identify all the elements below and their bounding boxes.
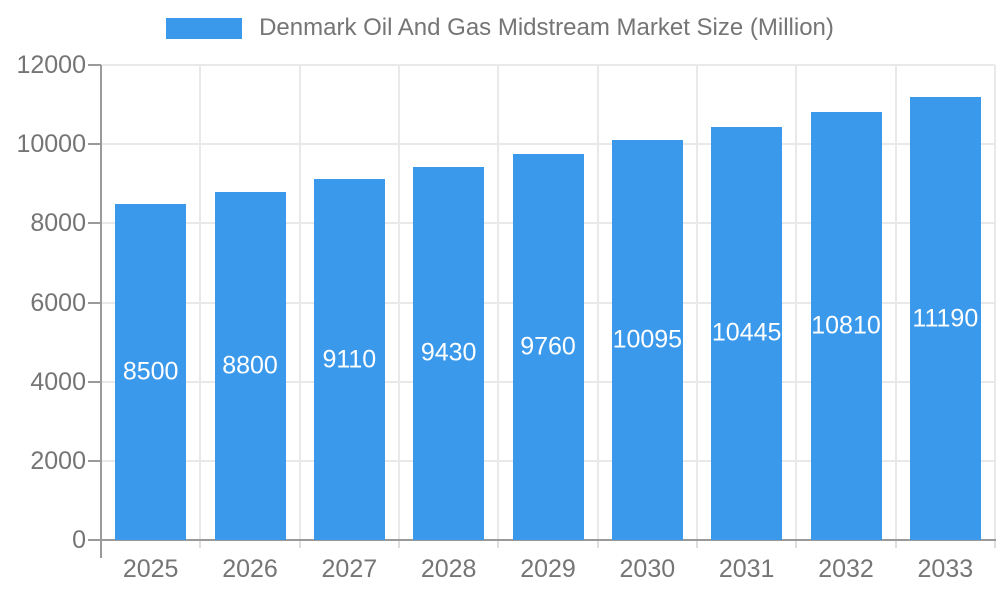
x-gridline xyxy=(795,65,798,540)
y-axis-tick xyxy=(88,222,101,225)
x-axis-label-2028: 2028 xyxy=(420,555,477,583)
bar-2033[interactable]: 11190 xyxy=(909,97,981,540)
x-axis-tick xyxy=(398,540,400,548)
bar-2025[interactable]: 8500 xyxy=(115,203,187,540)
x-axis-tick xyxy=(994,540,996,548)
bar-2029[interactable]: 9760 xyxy=(512,153,584,540)
bar-value-label: 8800 xyxy=(222,351,278,380)
x-axis-tick xyxy=(298,540,301,548)
y-axis-label-6000: 6000 xyxy=(30,288,86,317)
y-axis-label-12000: 12000 xyxy=(16,51,86,79)
x-gridline xyxy=(994,65,996,540)
bar-value-label: 9430 xyxy=(420,338,477,367)
bar-value-label: 11190 xyxy=(912,304,979,333)
y-gridline xyxy=(101,64,995,66)
x-gridline xyxy=(696,65,698,540)
x-axis-label-2031: 2031 xyxy=(718,555,775,583)
bar-value-label: 10810 xyxy=(811,311,881,340)
bar-value-label: 10445 xyxy=(711,318,782,347)
x-gridline xyxy=(298,65,301,540)
chart-legend[interactable]: Denmark Oil And Gas Midstream Market Siz… xyxy=(0,14,1000,42)
y-axis-tick xyxy=(88,143,101,146)
x-axis-tick xyxy=(894,540,897,548)
x-axis-label-2032: 2032 xyxy=(818,555,874,583)
y-gridline xyxy=(101,143,995,146)
x-axis-label-2027: 2027 xyxy=(321,555,378,583)
y-axis-label-8000: 8000 xyxy=(30,209,86,238)
x-axis-tick xyxy=(199,540,202,548)
x-gridline xyxy=(398,65,400,540)
x-gridline xyxy=(596,65,599,540)
x-axis-label-2029: 2029 xyxy=(520,555,576,583)
bar-value-label: 10095 xyxy=(612,325,683,354)
y-axis-line xyxy=(100,65,102,558)
bar-value-label: 9760 xyxy=(520,332,576,361)
y-axis-tick xyxy=(88,380,101,383)
x-axis-tick xyxy=(596,540,599,548)
y-axis-tick xyxy=(88,64,101,66)
x-axis-tick xyxy=(795,540,798,548)
bar-value-label: 9110 xyxy=(322,345,377,374)
y-axis-tick xyxy=(88,459,101,462)
x-gridline xyxy=(497,65,500,540)
x-axis-line xyxy=(101,539,996,541)
x-axis-label-2030: 2030 xyxy=(619,555,676,583)
legend-swatch xyxy=(166,17,243,39)
bar-value-label: 8500 xyxy=(122,357,179,386)
x-axis-label-2025: 2025 xyxy=(122,555,179,583)
x-gridline xyxy=(199,65,202,540)
x-axis-label-2026: 2026 xyxy=(222,555,278,583)
y-axis-label-10000: 10000 xyxy=(16,130,86,159)
bar-2028[interactable]: 9430 xyxy=(413,166,485,540)
x-axis-label-2033: 2033 xyxy=(917,555,974,583)
y-axis-label-2000: 2000 xyxy=(30,446,86,475)
legend-label: Denmark Oil And Gas Midstream Market Siz… xyxy=(259,14,834,41)
y-axis-label-4000: 4000 xyxy=(30,367,86,396)
bar-2027[interactable]: 9110 xyxy=(313,179,385,540)
bar-2032[interactable]: 10810 xyxy=(810,112,882,540)
x-gridline xyxy=(894,65,897,540)
bar-2031[interactable]: 10445 xyxy=(711,126,783,540)
x-axis-tick xyxy=(696,540,698,548)
y-axis-label-0: 0 xyxy=(72,526,86,554)
y-axis-tick xyxy=(88,301,101,304)
y-axis-tick xyxy=(88,539,101,541)
bar-2030[interactable]: 10095 xyxy=(611,140,683,540)
x-axis-tick xyxy=(497,540,500,548)
bar-2026[interactable]: 8800 xyxy=(214,191,286,540)
